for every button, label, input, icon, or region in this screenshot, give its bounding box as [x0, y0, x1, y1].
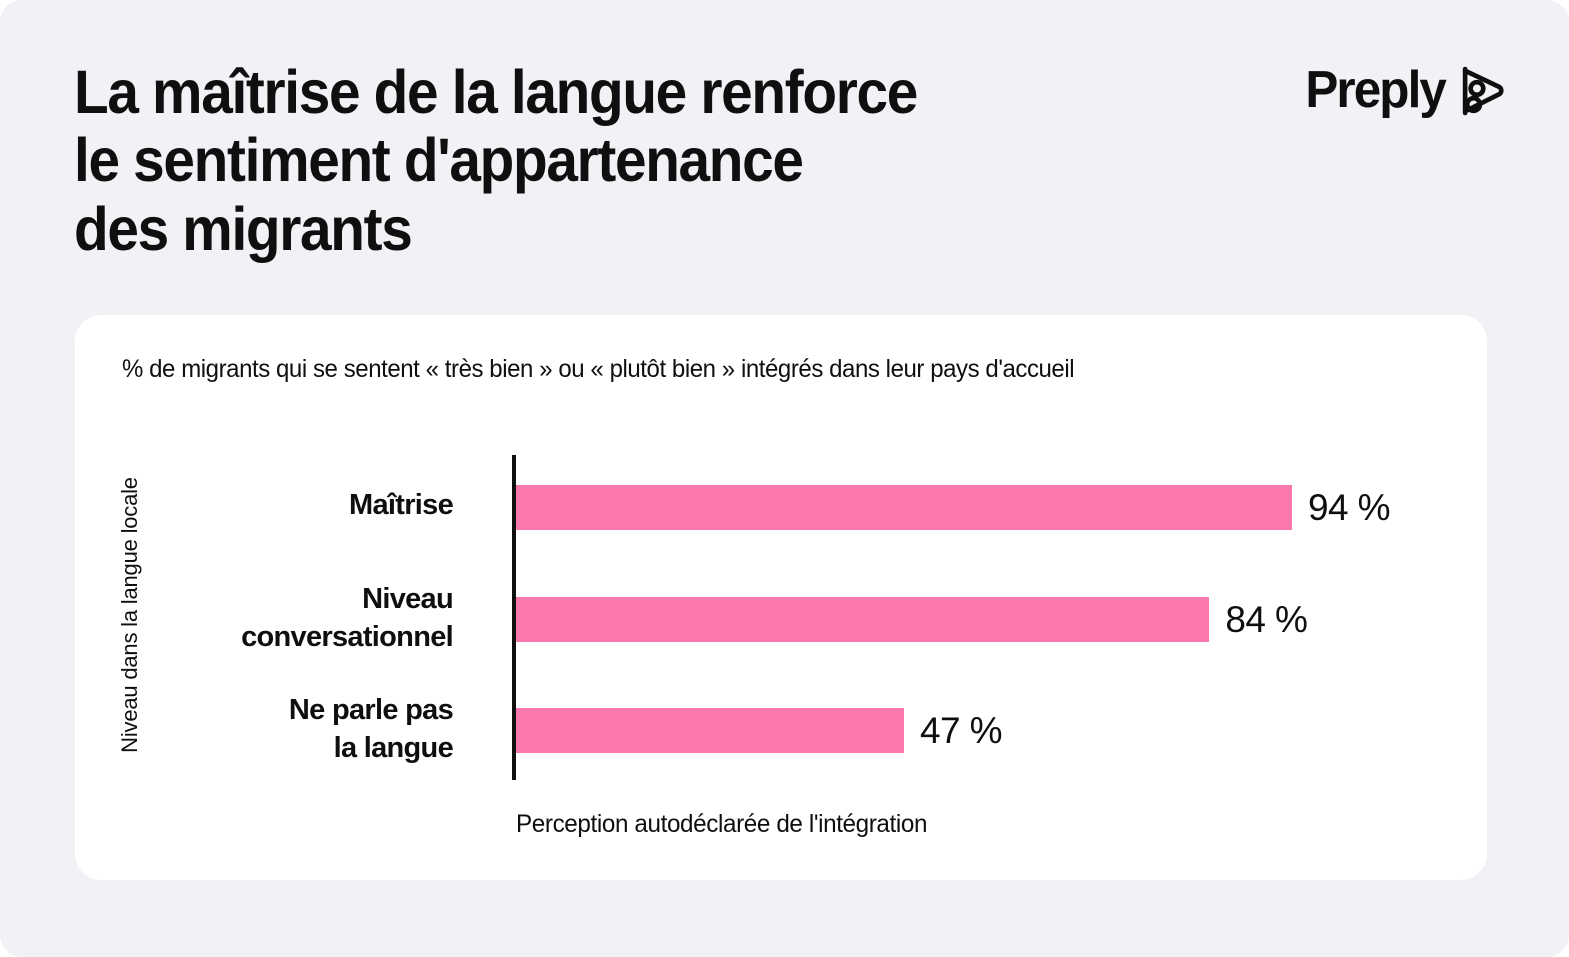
- bar-value-label: 94 %: [1307, 487, 1391, 528]
- bar-value-label: 84 %: [1225, 599, 1308, 640]
- y-axis-line: [512, 455, 516, 780]
- bar-category-label: Ne parle pas la langue: [288, 694, 454, 765]
- brand-logo: Preply: [1298, 62, 1509, 118]
- bar-category-label: Niveau conversationnel: [241, 583, 454, 654]
- brand-name: Preply: [1305, 61, 1447, 119]
- bar-ne-parle-pas-la-langue: [516, 708, 904, 753]
- bar-chart: Niveau dans la langue locale Maîtrise 94…: [75, 315, 1487, 880]
- header: La maîtrise de la langue renforce le sen…: [0, 0, 1569, 300]
- bar-group: Maîtrise 94 % Niveau conversationnel 84 …: [75, 455, 1487, 780]
- preply-play-mark-icon: [1462, 66, 1504, 116]
- bar-value-label: 47 %: [919, 710, 1003, 751]
- bar-category-label: Maîtrise: [349, 489, 454, 521]
- bar-maitrise: [516, 485, 1292, 530]
- bar-row: Ne parle pas la langue 47 %: [75, 694, 1487, 764]
- chart-card: % de migrants qui se sentent « très bien…: [75, 315, 1487, 880]
- bar-niveau-conversationnel: [516, 597, 1210, 642]
- page-title: La maîtrise de la langue renforce le sen…: [74, 58, 918, 263]
- x-axis-label: Perception autodéclarée de l'intégration: [516, 810, 928, 838]
- bar-row: Maîtrise 94 %: [75, 485, 1487, 530]
- bar-row: Niveau conversationnel 84 %: [75, 583, 1487, 653]
- chart-subtitle: % de migrants qui se sentent « très bien…: [122, 355, 1075, 383]
